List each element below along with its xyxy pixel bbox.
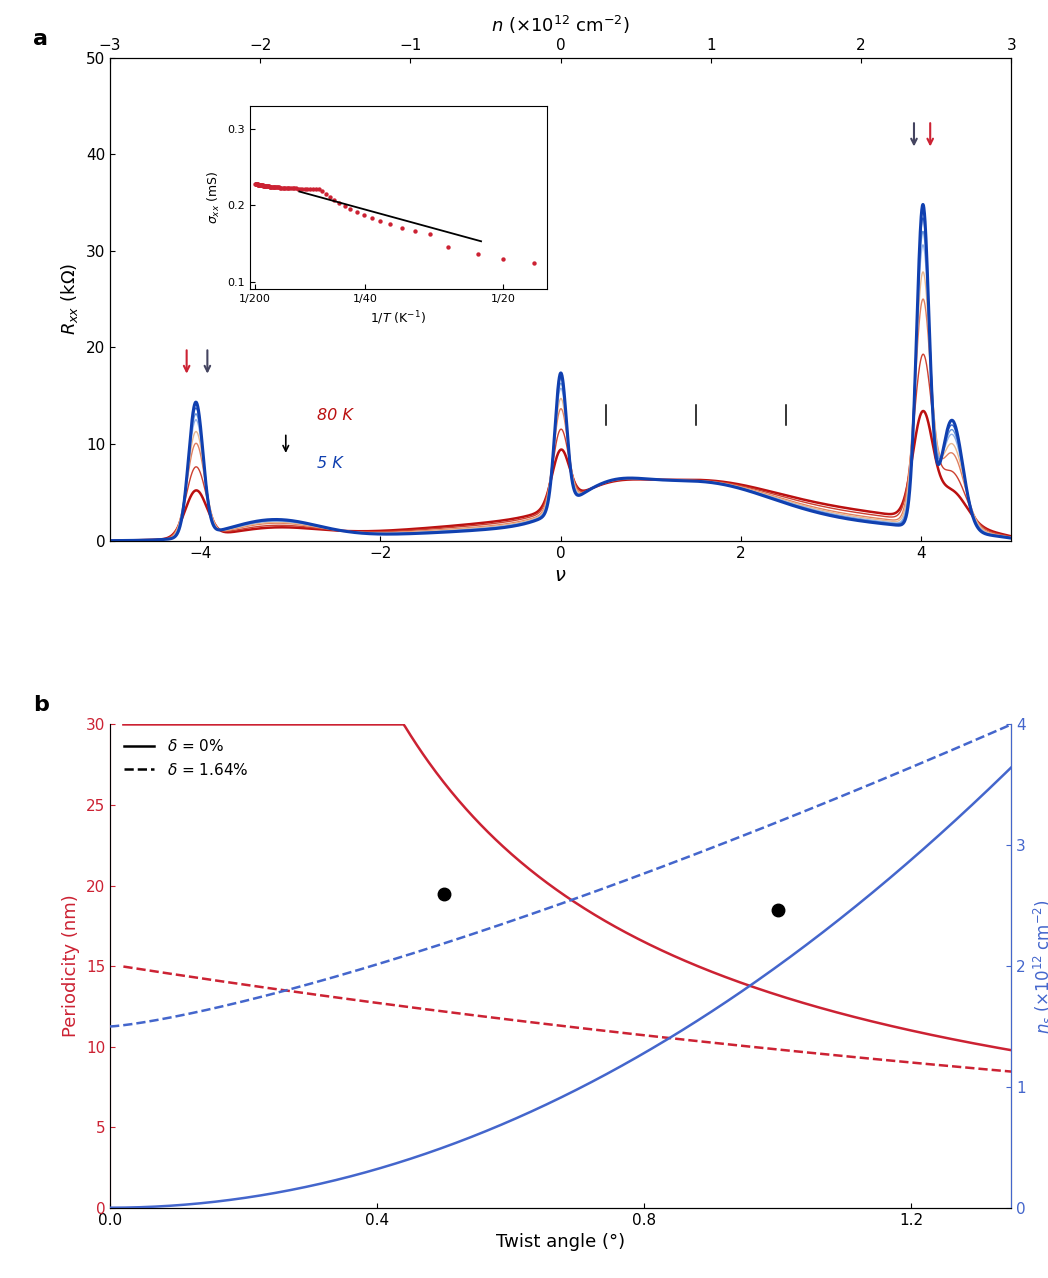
Text: 5 K: 5 K [318,456,343,472]
Text: b: b [34,695,49,716]
Y-axis label: $n_s$ ($\times$10$^{12}$ cm$^{-2}$): $n_s$ ($\times$10$^{12}$ cm$^{-2}$) [1031,898,1048,1034]
X-axis label: Twist angle (°): Twist angle (°) [496,1233,626,1251]
Text: a: a [34,28,48,49]
Text: 80 K: 80 K [318,408,353,423]
X-axis label: $\nu$: $\nu$ [554,566,567,585]
Legend: $\delta$ = 0%, $\delta$ = 1.64%: $\delta$ = 0%, $\delta$ = 1.64% [117,732,255,783]
Y-axis label: $R_{xx}$ (k$\Omega$): $R_{xx}$ (k$\Omega$) [60,263,81,335]
Y-axis label: Periodicity (nm): Periodicity (nm) [62,895,81,1038]
X-axis label: $n$ ($\times$10$^{12}$ cm$^{-2}$): $n$ ($\times$10$^{12}$ cm$^{-2}$) [492,14,630,36]
